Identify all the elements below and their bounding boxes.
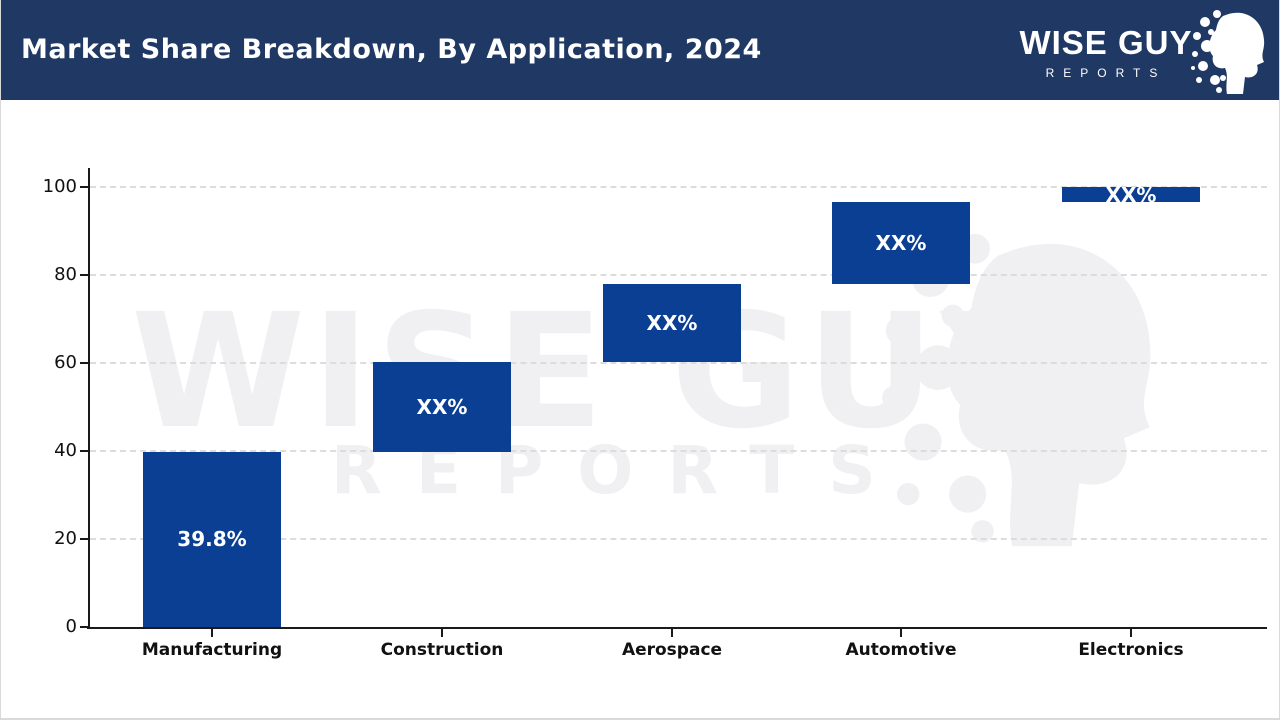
brand-name: WISE GUY	[1019, 24, 1193, 61]
y-axis-line	[88, 168, 90, 629]
gridline-80	[90, 274, 1267, 276]
y-tick-label-80: 80	[54, 264, 77, 285]
y-tick-mark-40	[80, 450, 88, 452]
header-band: Market Share Breakdown, By Application, …	[1, 0, 1279, 100]
x-tick-mark-aerospace	[671, 629, 673, 637]
y-tick-label-100: 100	[42, 176, 77, 197]
bar-construction: XX%	[373, 362, 511, 452]
bar-automotive: XX%	[832, 202, 970, 285]
x-category-label-aerospace: Aerospace	[621, 640, 723, 660]
bar-value-label: XX%	[416, 394, 468, 419]
y-tick-mark-0	[80, 626, 88, 628]
y-tick-label-40: 40	[54, 440, 77, 461]
x-category-label-construction: Construction	[380, 640, 504, 660]
x-tick-mark-manufacturing	[211, 629, 213, 637]
bar-value-label: XX%	[875, 231, 927, 256]
brand-logo: WISE GUY REPORTS	[1017, 6, 1267, 96]
x-tick-mark-construction	[441, 629, 443, 637]
x-category-label-automotive: Automotive	[845, 640, 957, 660]
gridline-100	[90, 186, 1267, 188]
x-category-label-manufacturing: Manufacturing	[141, 640, 283, 660]
x-category-label-electronics: Electronics	[1078, 640, 1184, 660]
gridline-60	[90, 362, 1267, 364]
chart-title: Market Share Breakdown, By Application, …	[21, 34, 762, 65]
gridline-40	[90, 450, 1267, 452]
brand-subtitle: REPORTS	[1045, 66, 1167, 80]
bar-manufacturing: 39.8%	[143, 451, 281, 627]
brand-logo-text: WISE GUY REPORTS	[1017, 24, 1195, 80]
watermark-text-primary: WISE GUY	[131, 280, 1062, 464]
bar-value-label: 39.8%	[177, 527, 247, 552]
head-profile-icon	[1191, 10, 1265, 95]
y-tick-label-20: 20	[54, 528, 77, 549]
y-tick-label-60: 60	[54, 352, 77, 373]
y-tick-mark-80	[80, 274, 88, 276]
x-axis-line	[87, 627, 1267, 629]
bar-aerospace: XX%	[603, 284, 741, 363]
bar-value-label: XX%	[1105, 187, 1157, 203]
y-tick-label-0: 0	[65, 616, 77, 637]
x-tick-mark-electronics	[1130, 629, 1132, 637]
bar-value-label: XX%	[646, 311, 698, 336]
y-tick-mark-20	[80, 538, 88, 540]
x-tick-mark-automotive	[900, 629, 902, 637]
bar-electronics: XX%	[1062, 187, 1200, 203]
y-tick-mark-60	[80, 362, 88, 364]
watermark-head-icon	[882, 233, 1151, 547]
gridline-20	[90, 538, 1267, 540]
y-tick-mark-100	[80, 186, 88, 188]
